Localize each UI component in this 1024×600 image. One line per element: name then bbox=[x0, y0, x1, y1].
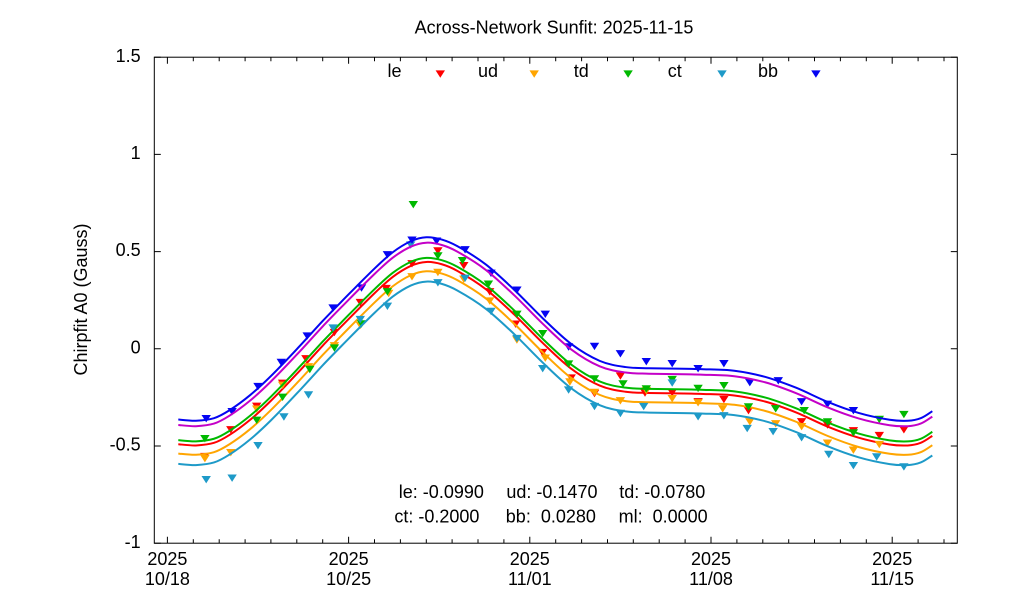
svg-text:Across-Network Sunfit: 2025-11: Across-Network Sunfit: 2025-11-15 bbox=[415, 17, 694, 37]
svg-text:td: -0.0780: td: -0.0780 bbox=[619, 482, 705, 502]
svg-text:-0.5: -0.5 bbox=[110, 435, 141, 455]
svg-text:0.5: 0.5 bbox=[116, 240, 141, 260]
svg-text:0: 0 bbox=[131, 337, 141, 357]
svg-text:Chirpfit A0 (Gauss): Chirpfit A0 (Gauss) bbox=[71, 223, 91, 375]
svg-text:le: -0.0990: le: -0.0990 bbox=[399, 482, 484, 502]
svg-text:2025: 2025 bbox=[147, 549, 187, 569]
svg-text:le: le bbox=[387, 61, 401, 81]
svg-text:11/15: 11/15 bbox=[870, 569, 914, 589]
svg-text:bb: bb bbox=[758, 61, 778, 81]
svg-text:ct: ct bbox=[668, 61, 682, 81]
svg-text:2025: 2025 bbox=[872, 549, 912, 569]
svg-text:bb: 0.0280: bb: 0.0280 bbox=[506, 506, 596, 526]
svg-text:11/08: 11/08 bbox=[689, 569, 733, 589]
svg-text:ud: ud bbox=[478, 61, 498, 81]
svg-text:10/18: 10/18 bbox=[145, 569, 190, 589]
svg-text:ml: 0.0000: ml: 0.0000 bbox=[619, 506, 708, 526]
svg-text:2025: 2025 bbox=[510, 549, 550, 569]
svg-text:ct: -0.2000: ct: -0.2000 bbox=[394, 506, 479, 526]
svg-text:10/25: 10/25 bbox=[326, 569, 371, 589]
svg-text:11/01: 11/01 bbox=[508, 569, 552, 589]
svg-text:-1: -1 bbox=[125, 532, 141, 552]
svg-text:2025: 2025 bbox=[691, 549, 731, 569]
svg-text:1.5: 1.5 bbox=[116, 46, 141, 66]
svg-text:ud: -0.1470: ud: -0.1470 bbox=[506, 482, 597, 502]
svg-text:td: td bbox=[574, 61, 589, 81]
svg-text:1: 1 bbox=[131, 143, 141, 163]
svg-text:2025: 2025 bbox=[329, 549, 369, 569]
